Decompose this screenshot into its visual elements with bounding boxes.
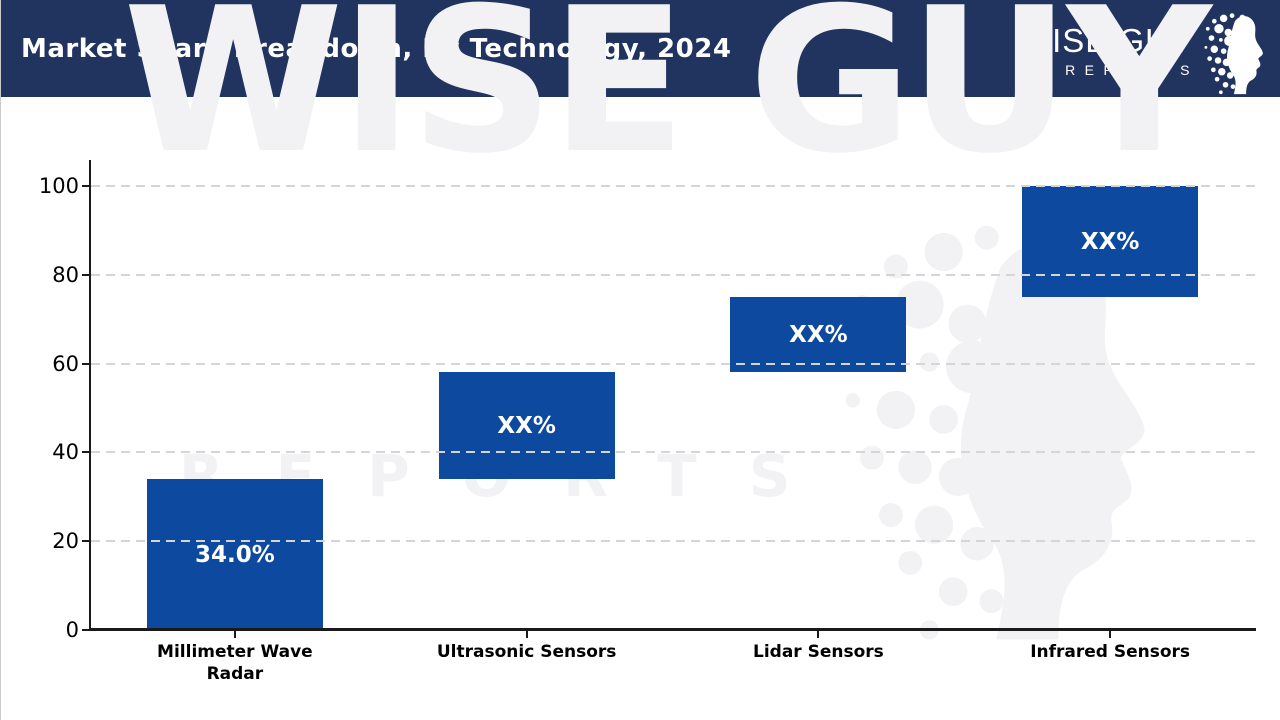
x-tick-mark bbox=[1109, 631, 1112, 638]
y-tick-label: 80 bbox=[52, 262, 79, 287]
gridline-40 bbox=[91, 451, 1256, 454]
x-tick-mark bbox=[233, 631, 236, 638]
brand-name: WISE GUY bbox=[1019, 22, 1193, 59]
y-tick-label: 20 bbox=[52, 529, 79, 554]
brand-logo-text: WISE GUY REPORTS bbox=[1019, 22, 1193, 77]
header: Market Share Breakdown, By Technology, 2… bbox=[1, 0, 1280, 97]
y-tick-label: 0 bbox=[65, 618, 79, 642]
y-tick-mark bbox=[82, 629, 89, 631]
bar-value-label: XX% bbox=[789, 321, 848, 348]
brand-logo: WISE GUY REPORTS bbox=[1016, 4, 1271, 95]
y-tick-label: 40 bbox=[52, 440, 79, 465]
bar-value-label: XX% bbox=[1080, 228, 1140, 255]
y-axis-line bbox=[89, 160, 91, 630]
y-tick-mark bbox=[82, 185, 89, 187]
bar-value-label: 34.0% bbox=[194, 541, 275, 568]
chart-title: Market Share Breakdown, By Technology, 2… bbox=[21, 33, 732, 64]
y-tick-mark bbox=[82, 540, 89, 543]
bar-segment bbox=[146, 479, 323, 630]
x-category-label: Ultrasonic Sensors bbox=[436, 642, 617, 662]
x-tick-mark bbox=[817, 631, 820, 638]
x-axis-line bbox=[89, 628, 1256, 631]
y-tick-label: 60 bbox=[52, 351, 79, 376]
x-category-label: Lidar Sensors bbox=[752, 642, 884, 662]
watermark-brand-text: WISE GUY bbox=[123, 0, 1212, 198]
gridline-20 bbox=[91, 540, 1256, 543]
y-tick-mark bbox=[82, 273, 89, 276]
bar-segment bbox=[438, 372, 615, 480]
gridline-100 bbox=[91, 185, 1256, 187]
x-category-label: Millimeter Wave Radar bbox=[157, 642, 313, 685]
x-category-label: Infrared Sensors bbox=[1030, 642, 1191, 662]
dotted-head-icon bbox=[1204, 13, 1263, 95]
gridline-60 bbox=[91, 362, 1256, 365]
y-tick-label: 100 bbox=[38, 174, 79, 198]
brand-subname: REPORTS bbox=[1065, 61, 1199, 78]
bar-segment bbox=[1022, 186, 1199, 297]
x-tick-mark bbox=[525, 631, 528, 638]
bar-value-label: XX% bbox=[497, 412, 556, 439]
y-tick-mark bbox=[82, 362, 89, 365]
y-tick-mark bbox=[82, 451, 89, 454]
gridline-80 bbox=[91, 273, 1256, 276]
bar-segment bbox=[730, 297, 907, 373]
